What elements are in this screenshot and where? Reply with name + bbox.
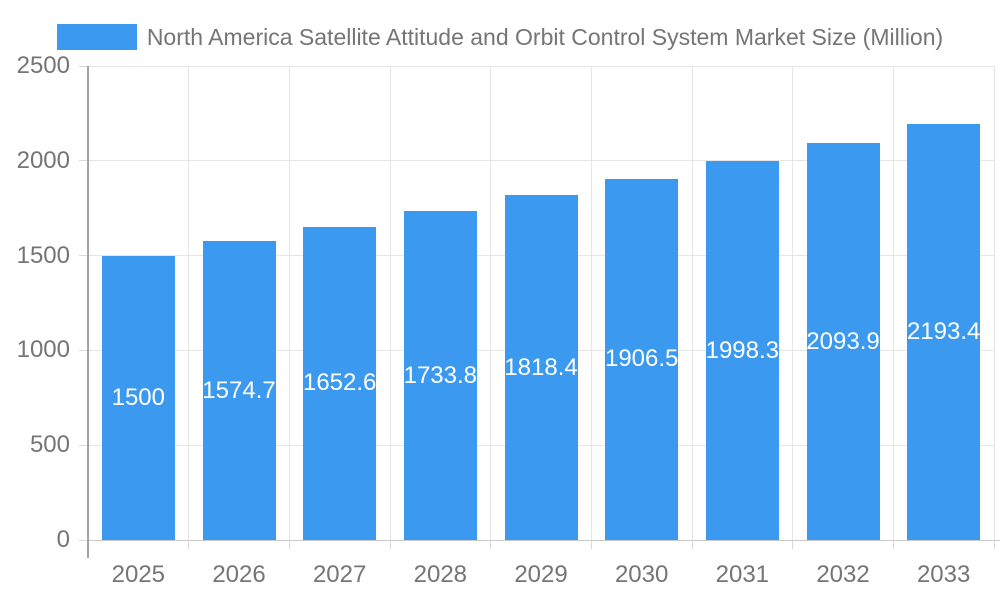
legend-label: North America Satellite Attitude and Orb… (146, 23, 944, 50)
bar-2027[interactable]: 1652.6 (302, 226, 377, 540)
y-axis-tick-label: 2500 (16, 52, 70, 79)
x-axis-tick-label: 2031 (715, 561, 770, 588)
y-axis-line (86, 66, 89, 558)
bar-2025[interactable]: 1500 (101, 255, 175, 540)
bar-value-label: 1733.8 (403, 361, 477, 389)
legend-swatch (56, 24, 137, 50)
v-gridline (288, 66, 290, 540)
v-gridline (389, 66, 391, 540)
x-axis-tick (490, 540, 492, 549)
v-gridline (691, 66, 693, 540)
bar-2030[interactable]: 1906.5 (604, 178, 679, 540)
bar-value-label: 1574.7 (202, 376, 276, 404)
bar-value-label: 1500 (111, 383, 165, 411)
bar-2028[interactable]: 1733.8 (404, 211, 477, 540)
h-gridline (88, 539, 1000, 541)
y-axis-tick (79, 65, 88, 67)
x-axis-tick (792, 540, 794, 549)
y-axis-tick (79, 160, 88, 162)
y-axis-tick-label: 0 (56, 526, 70, 553)
y-axis-tick (79, 444, 88, 446)
x-axis-tick (288, 540, 290, 549)
y-axis-tick-label: 1000 (16, 336, 70, 364)
x-axis-tick (389, 540, 391, 549)
x-axis-tick (892, 540, 894, 549)
x-axis-tick-label: 2028 (413, 561, 468, 588)
bar-value-label: 2093.9 (806, 327, 880, 355)
bar-2032[interactable]: 2093.9 (806, 143, 880, 540)
x-axis-tick-label: 2025 (111, 561, 166, 588)
h-gridline (88, 160, 994, 162)
y-axis-tick-label: 2000 (16, 146, 70, 174)
bar-2033[interactable]: 2193.4 (907, 124, 980, 540)
bar-2031[interactable]: 1998.3 (706, 161, 779, 540)
v-gridline (892, 66, 894, 540)
v-gridline (490, 66, 492, 540)
y-axis-tick-label: 500 (29, 431, 70, 459)
x-axis-tick (691, 540, 693, 549)
y-axis-tick (79, 539, 88, 541)
v-gridline (590, 66, 592, 540)
x-axis-tick-label: 2029 (514, 561, 568, 588)
h-gridline (88, 65, 994, 67)
bar-value-label: 1906.5 (604, 345, 679, 373)
bar-value-label: 2193.4 (906, 318, 981, 346)
v-gridline (188, 66, 190, 540)
y-axis-tick (79, 349, 88, 351)
x-axis-tick-label: 2027 (312, 561, 367, 588)
v-gridline (993, 66, 995, 540)
x-axis-tick-label: 2026 (212, 561, 266, 588)
bar-2029[interactable]: 1818.4 (504, 195, 578, 540)
x-axis-tick-label: 2033 (916, 561, 971, 588)
bar-value-label: 1818.4 (504, 353, 578, 381)
x-axis-tick-label: 2032 (816, 561, 870, 588)
legend-item[interactable]: North America Satellite Attitude and Orb… (0, 24, 1000, 50)
y-axis-tick (79, 255, 88, 257)
bar-value-label: 1652.6 (302, 369, 377, 397)
x-axis-tick-label: 2030 (614, 561, 669, 588)
y-axis-tick-label: 1500 (16, 241, 70, 269)
x-axis-tick (188, 540, 190, 549)
v-gridline (792, 66, 794, 540)
x-axis-tick (590, 540, 592, 549)
x-axis-tick (993, 540, 995, 549)
bar-value-label: 1998.3 (705, 336, 779, 364)
bar-2026[interactable]: 1574.7 (202, 241, 276, 540)
